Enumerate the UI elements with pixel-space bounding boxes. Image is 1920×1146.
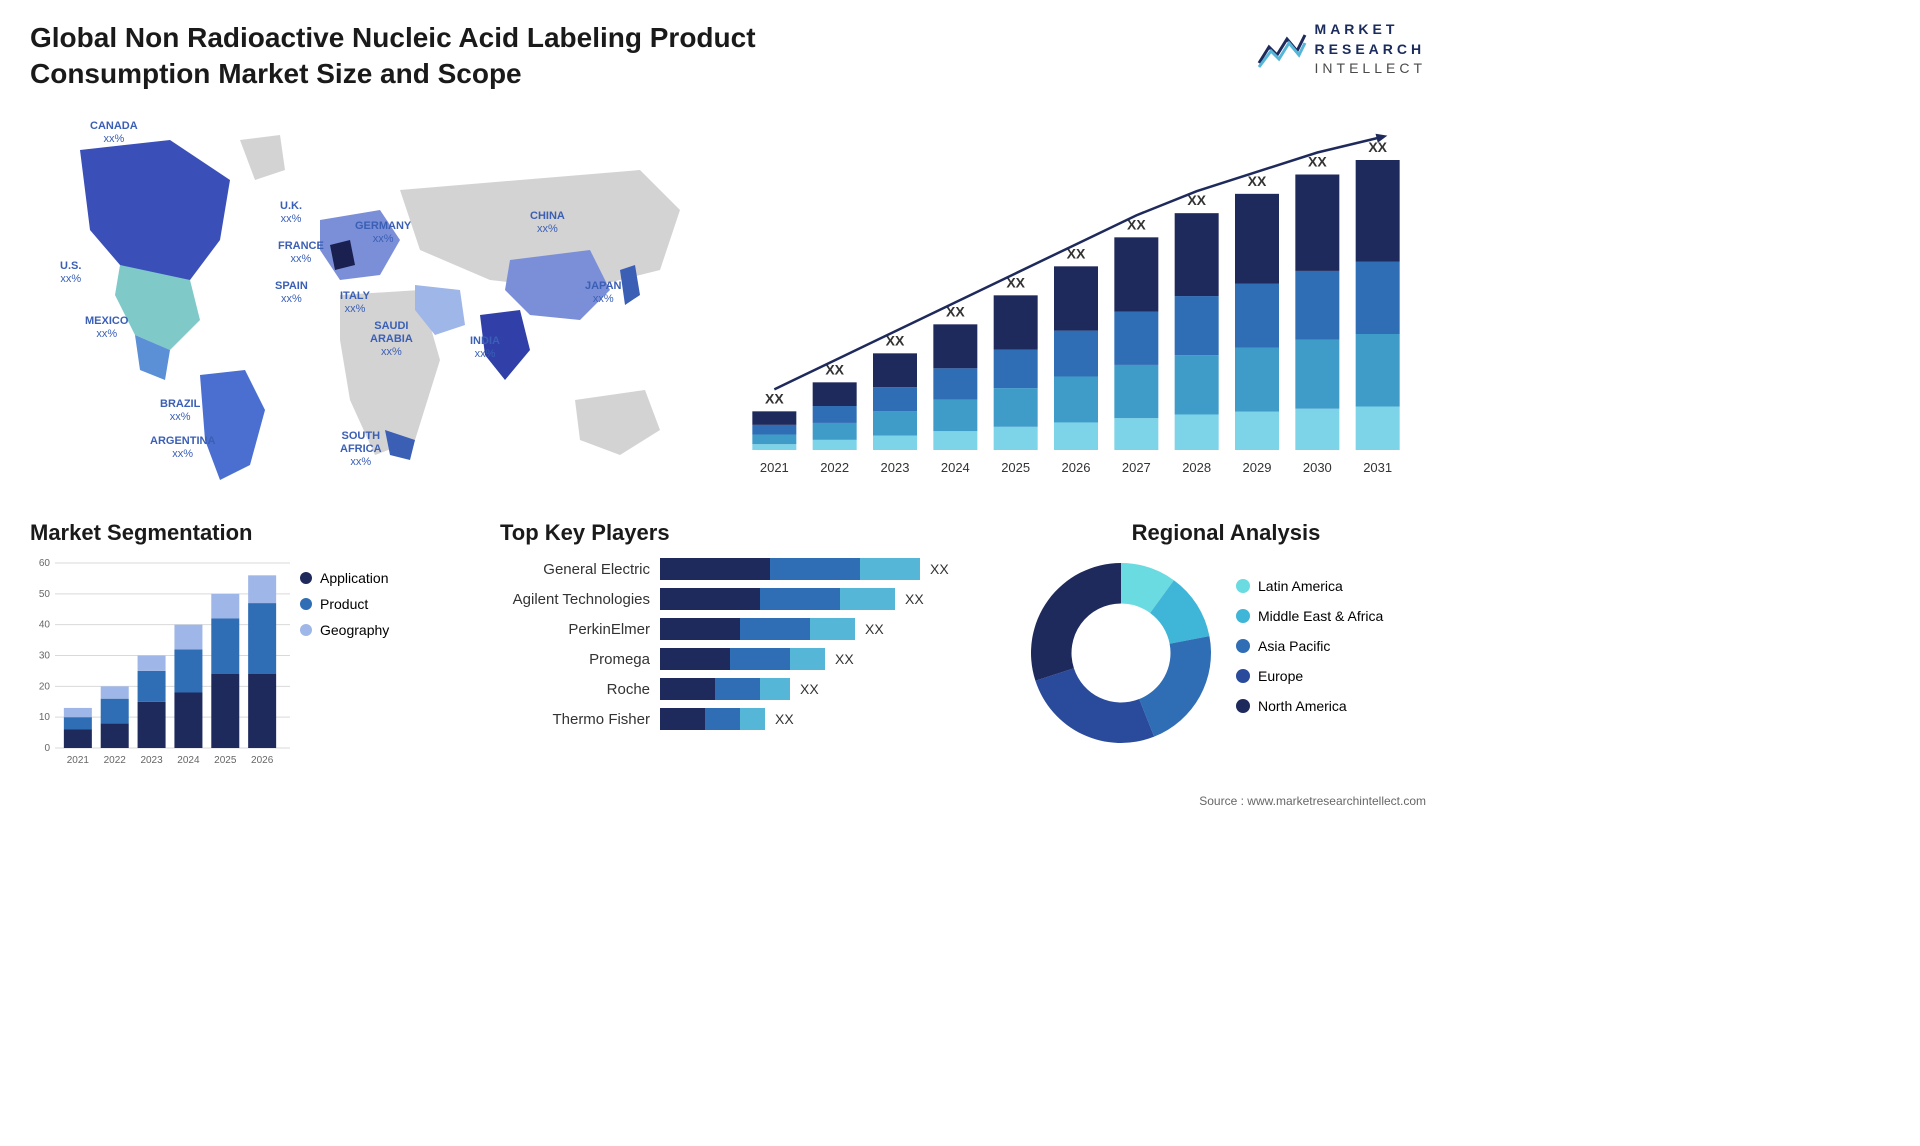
player-row: Agilent TechnologiesXX	[500, 588, 980, 610]
legend-item: Application	[300, 570, 389, 586]
main-bar-chart: XX2021XX2022XX2023XX2024XX2025XX2026XX20…	[736, 120, 1416, 480]
segmentation-section: Market Segmentation 0 10 20 30 40 50 60 2021 202…	[30, 520, 450, 788]
player-row: Thermo FisherXX	[500, 708, 980, 730]
svg-text:2024: 2024	[177, 755, 200, 766]
svg-text:2027: 2027	[1122, 460, 1151, 475]
svg-text:30: 30	[39, 651, 51, 662]
svg-text:XX: XX	[765, 390, 784, 406]
page-title: Global Non Radioactive Nucleic Acid Labe…	[30, 20, 830, 93]
legend-item: Asia Pacific	[1236, 638, 1383, 654]
svg-text:2030: 2030	[1303, 460, 1332, 475]
player-row: PerkinElmerXX	[500, 618, 980, 640]
svg-text:10: 10	[39, 712, 51, 723]
players-section: Top Key Players General ElectricXX Agilen…	[500, 520, 980, 738]
regional-section: Regional Analysis Latin America Middle Ea…	[1026, 520, 1426, 748]
legend-item: Europe	[1236, 668, 1383, 684]
map-label: INDIAxx%	[470, 335, 500, 361]
svg-text:2026: 2026	[251, 755, 274, 766]
svg-text:50: 50	[39, 589, 51, 600]
logo-text: MARKET RESEARCH INTELLECT	[1315, 20, 1426, 79]
regional-legend: Latin America Middle East & Africa Asia Pa…	[1236, 578, 1383, 728]
legend-item: Latin America	[1236, 578, 1383, 594]
svg-text:2025: 2025	[214, 755, 237, 766]
map-label: SOUTHAFRICAxx%	[340, 430, 382, 470]
svg-text:2021: 2021	[67, 755, 90, 766]
svg-text:XX: XX	[1308, 154, 1327, 170]
map-label: SPAINxx%	[275, 280, 308, 306]
map-label: BRAZILxx%	[160, 398, 200, 424]
segmentation-chart: 0 10 20 30 40 50 60 2021 2022 2023 2024 2025 2026	[30, 558, 290, 788]
svg-text:20: 20	[39, 681, 51, 692]
map-label: GERMANYxx%	[355, 220, 411, 246]
svg-text:2029: 2029	[1243, 460, 1272, 475]
logo-icon	[1257, 29, 1307, 69]
map-label: U.S.xx%	[60, 260, 81, 286]
legend-item: Middle East & Africa	[1236, 608, 1383, 624]
svg-text:2025: 2025	[1001, 460, 1030, 475]
svg-text:2022: 2022	[820, 460, 849, 475]
legend-item: Geography	[300, 622, 389, 638]
map-label: CHINAxx%	[530, 210, 565, 236]
logo: MARKET RESEARCH INTELLECT	[1257, 20, 1426, 79]
map-label: U.K.xx%	[280, 200, 302, 226]
map-label: ARGENTINAxx%	[150, 435, 215, 461]
source-text: Source : www.marketresearchintellect.com	[1199, 794, 1426, 808]
svg-text:0: 0	[44, 743, 50, 754]
map-label: CANADAxx%	[90, 120, 138, 146]
svg-text:60: 60	[39, 558, 51, 569]
world-map: CANADAxx% U.S.xx% MEXICOxx% BRAZILxx% ARGENT…	[20, 110, 700, 490]
player-row: RocheXX	[500, 678, 980, 700]
map-label: MEXICOxx%	[85, 315, 128, 341]
regional-title: Regional Analysis	[1026, 520, 1426, 546]
legend-item: North America	[1236, 698, 1383, 714]
segmentation-legend: Application Product Geography	[300, 570, 389, 648]
svg-text:2028: 2028	[1182, 460, 1211, 475]
svg-text:XX: XX	[1248, 173, 1267, 189]
svg-text:2023: 2023	[881, 460, 910, 475]
players-title: Top Key Players	[500, 520, 980, 546]
player-row: General ElectricXX	[500, 558, 980, 580]
svg-text:2021: 2021	[760, 460, 789, 475]
svg-text:2022: 2022	[104, 755, 127, 766]
svg-text:2024: 2024	[941, 460, 970, 475]
map-label: JAPANxx%	[585, 280, 621, 306]
map-label: ITALYxx%	[340, 290, 370, 316]
donut-chart	[1026, 558, 1216, 748]
player-row: PromegaXX	[500, 648, 980, 670]
svg-text:40: 40	[39, 620, 51, 631]
map-label: SAUDIARABIAxx%	[370, 320, 413, 360]
svg-text:2026: 2026	[1062, 460, 1091, 475]
svg-text:2023: 2023	[140, 755, 163, 766]
segmentation-title: Market Segmentation	[30, 520, 450, 546]
legend-item: Product	[300, 596, 389, 612]
map-label: FRANCExx%	[278, 240, 324, 266]
svg-text:2031: 2031	[1363, 460, 1392, 475]
